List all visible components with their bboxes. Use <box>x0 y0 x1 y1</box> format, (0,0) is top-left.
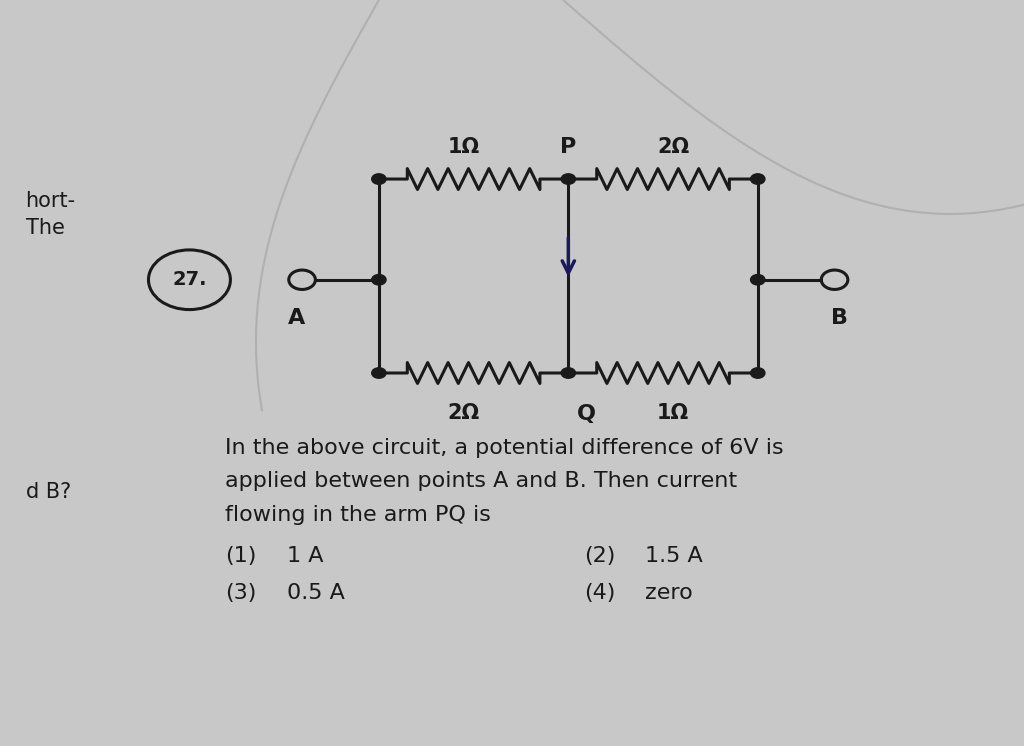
Text: 27.: 27. <box>172 270 207 289</box>
Text: applied between points A and B. Then current: applied between points A and B. Then cur… <box>225 471 737 491</box>
Circle shape <box>751 275 765 285</box>
Text: 1.5 A: 1.5 A <box>645 546 702 565</box>
Text: 1 A: 1 A <box>287 546 324 565</box>
Text: A: A <box>289 308 305 328</box>
Circle shape <box>561 174 575 184</box>
Circle shape <box>751 368 765 378</box>
Text: B: B <box>831 308 848 328</box>
Text: The: The <box>26 218 65 237</box>
Text: flowing in the arm PQ is: flowing in the arm PQ is <box>225 505 492 524</box>
Text: P: P <box>560 137 577 157</box>
Text: 0.5 A: 0.5 A <box>287 583 345 603</box>
Text: (1): (1) <box>225 546 257 565</box>
Text: 2Ω: 2Ω <box>657 137 689 157</box>
Text: 1Ω: 1Ω <box>657 403 689 423</box>
Text: 2Ω: 2Ω <box>447 403 479 423</box>
Text: zero: zero <box>645 583 693 603</box>
Text: d B?: d B? <box>26 483 71 502</box>
Text: 1Ω: 1Ω <box>447 137 479 157</box>
Text: (4): (4) <box>584 583 615 603</box>
Text: (3): (3) <box>225 583 257 603</box>
Circle shape <box>372 275 386 285</box>
Text: hort-: hort- <box>26 192 76 211</box>
Circle shape <box>372 368 386 378</box>
Circle shape <box>561 368 575 378</box>
Text: In the above circuit, a potential difference of 6V is: In the above circuit, a potential differ… <box>225 438 784 457</box>
Circle shape <box>372 174 386 184</box>
Text: Q: Q <box>578 404 596 424</box>
Text: (2): (2) <box>584 546 615 565</box>
Circle shape <box>751 174 765 184</box>
